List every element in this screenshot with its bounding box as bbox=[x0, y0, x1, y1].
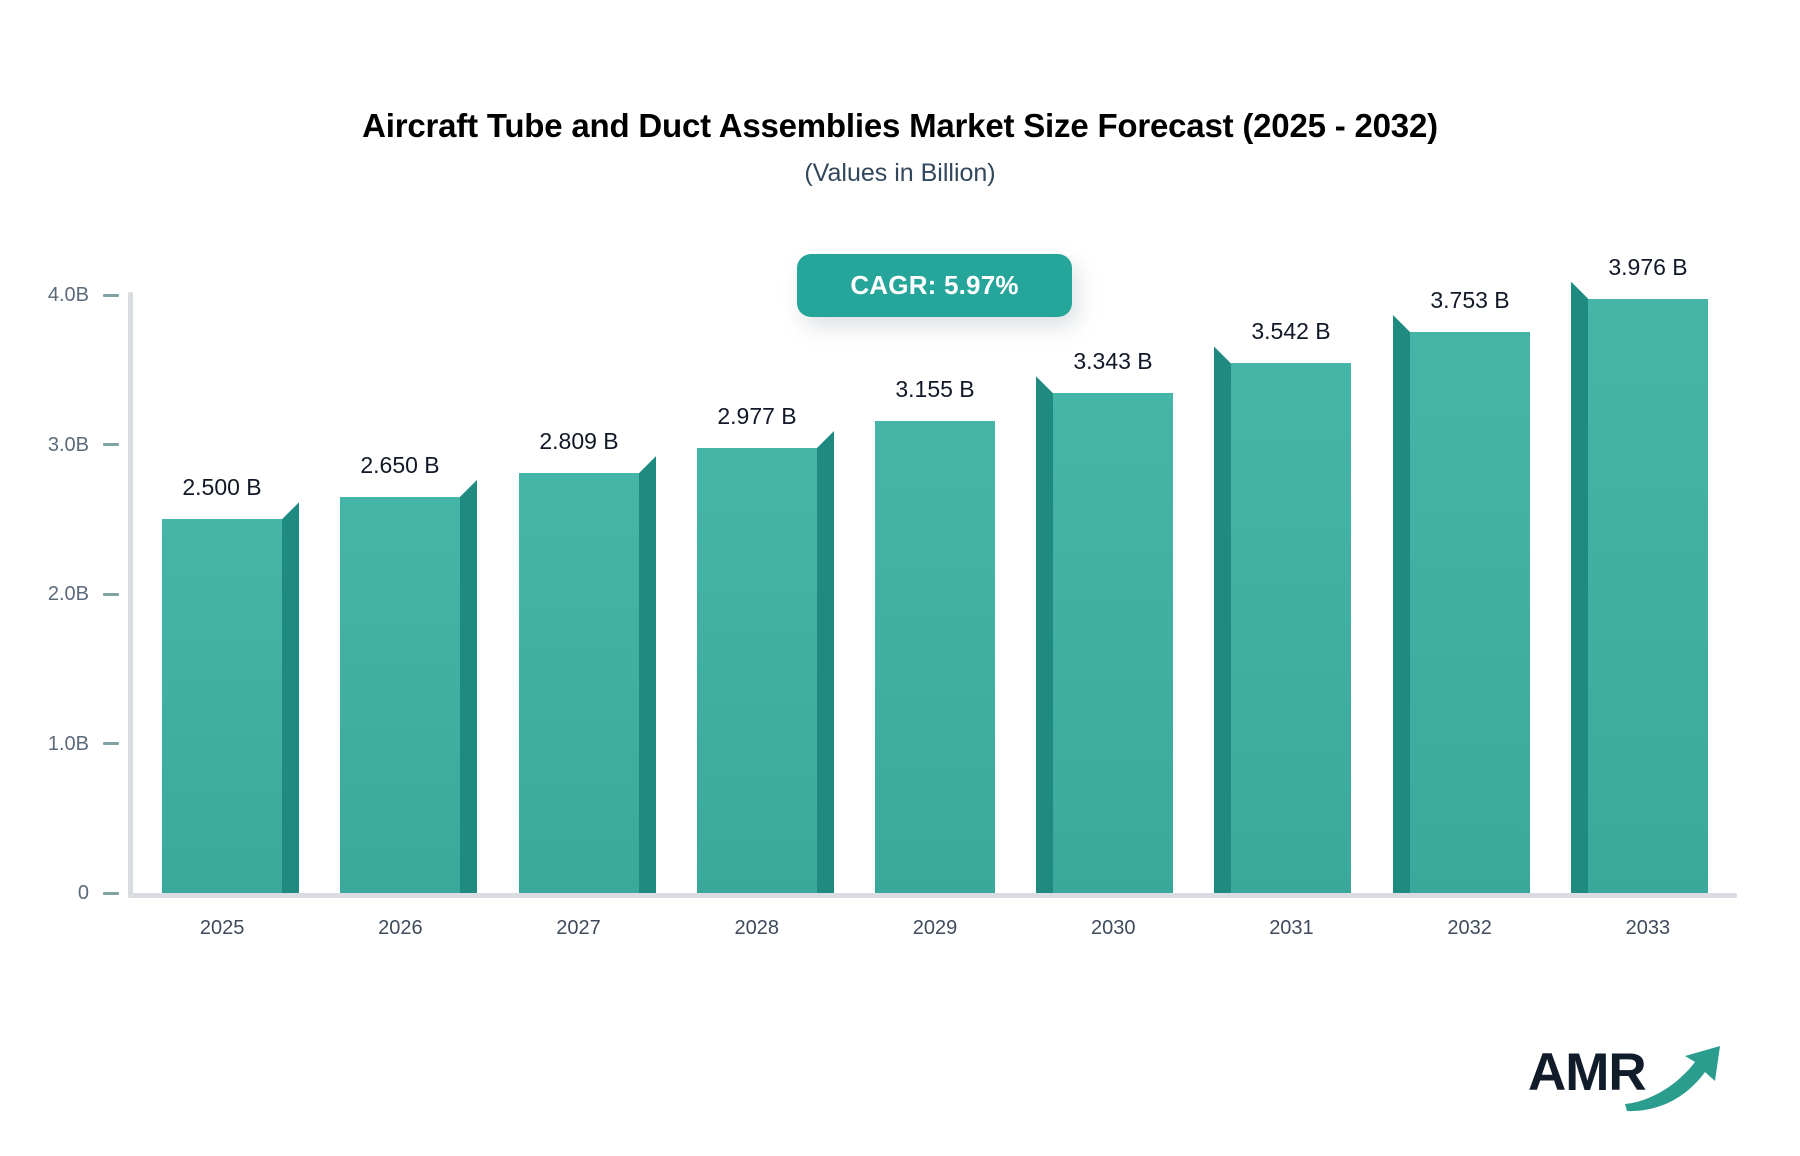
bar-column: 2.977 B bbox=[697, 404, 834, 893]
bar-column: 2.500 B bbox=[162, 476, 299, 893]
bar-column: 3.542 B bbox=[1214, 320, 1351, 893]
cagr-badge: CAGR: 5.97% bbox=[797, 254, 1072, 317]
y-axis-tick-label: 3.0B bbox=[47, 433, 89, 456]
bar-front-face bbox=[1231, 363, 1351, 893]
chart-header: Aircraft Tube and Duct Assemblies Market… bbox=[0, 0, 1800, 188]
bar-side-face bbox=[1393, 314, 1410, 893]
bar-top-face bbox=[697, 431, 834, 448]
bar-column: 3.976 B bbox=[1571, 255, 1708, 893]
bar-side-face bbox=[1571, 281, 1588, 893]
bar-value-label: 3.343 B bbox=[1073, 348, 1153, 375]
y-axis-tick-mark bbox=[103, 891, 119, 895]
chart-subtitle: (Values in Billion) bbox=[804, 159, 996, 188]
bar-front-face bbox=[875, 421, 995, 893]
bar-value-label: 3.976 B bbox=[1608, 253, 1688, 280]
bar-top-face bbox=[519, 456, 656, 473]
bar-side-face bbox=[282, 502, 299, 893]
x-axis-tick-label: 2029 bbox=[912, 917, 958, 939]
amr-logo: AMR bbox=[1528, 1040, 1728, 1114]
x-axis-tick-label: 2030 bbox=[1090, 917, 1136, 939]
bar-value-label: 2.809 B bbox=[539, 428, 619, 455]
bar-column: 2.650 B bbox=[340, 453, 477, 893]
bar-top-face bbox=[1214, 346, 1351, 363]
bar-front-face bbox=[162, 519, 282, 893]
bar-side-face bbox=[1036, 376, 1053, 893]
bar-top-face bbox=[340, 480, 477, 497]
bar-top-face bbox=[1036, 376, 1173, 393]
bar-value-label: 3.155 B bbox=[895, 376, 975, 403]
bar-front-face bbox=[519, 473, 639, 893]
growth-arrow-icon bbox=[1623, 1040, 1728, 1117]
bar-column: 2.809 B bbox=[519, 430, 656, 893]
amr-logo-text: AMR bbox=[1528, 1043, 1647, 1102]
bar-value-label: 2.977 B bbox=[717, 402, 797, 429]
bar-value-label: 3.542 B bbox=[1251, 318, 1331, 345]
bar-side-face bbox=[1214, 346, 1231, 893]
x-axis-line bbox=[128, 893, 1737, 898]
y-axis-tick-mark bbox=[103, 293, 119, 297]
y-axis-tick-label: 0 bbox=[77, 882, 89, 904]
bar-side-face bbox=[460, 479, 477, 893]
x-axis-tick-label: 2031 bbox=[1269, 917, 1314, 939]
bar-front-face bbox=[1053, 393, 1173, 893]
bar-front-face bbox=[1588, 298, 1708, 893]
x-axis-tick-label: 2027 bbox=[556, 917, 601, 939]
bar-column: 3.155 B bbox=[875, 378, 995, 893]
x-axis-tick-label: 2032 bbox=[1447, 917, 1492, 939]
bar-column: 3.343 B bbox=[1036, 350, 1173, 893]
y-axis-tick-label: 2.0B bbox=[47, 583, 89, 605]
bar-side-face bbox=[639, 456, 656, 893]
bar-value-label: 2.650 B bbox=[360, 451, 440, 478]
y-axis-tick-mark bbox=[103, 742, 119, 745]
y-axis-tick-mark bbox=[103, 592, 119, 596]
bar-front-face bbox=[1410, 331, 1530, 893]
x-axis-tick-label: 2026 bbox=[378, 917, 423, 939]
x-axis-tick-label: 2033 bbox=[1625, 917, 1671, 939]
page-title: Aircraft Tube and Duct Assemblies Market… bbox=[362, 107, 1438, 144]
bar-top-face bbox=[162, 502, 299, 519]
bar-side-face bbox=[817, 430, 834, 893]
y-axis-tick-label: 4.0B bbox=[47, 284, 89, 306]
bar-column: 3.753 B bbox=[1393, 288, 1530, 893]
cagr-badge-label: CAGR: 5.97% bbox=[850, 270, 1019, 300]
bar-top-face bbox=[1571, 282, 1708, 299]
x-axis-tick-label: 2025 bbox=[199, 917, 245, 939]
bar-front-face bbox=[697, 447, 817, 893]
bar-value-label: 3.753 B bbox=[1430, 286, 1510, 313]
y-axis-line bbox=[128, 292, 133, 897]
x-axis-tick-label: 2028 bbox=[734, 917, 780, 939]
bar-top-face bbox=[1393, 315, 1530, 332]
y-axis-tick-label: 1.0B bbox=[47, 732, 89, 755]
y-axis-tick-mark bbox=[103, 443, 119, 446]
bar-value-label: 2.500 B bbox=[182, 474, 262, 501]
bar-front-face bbox=[340, 496, 460, 893]
